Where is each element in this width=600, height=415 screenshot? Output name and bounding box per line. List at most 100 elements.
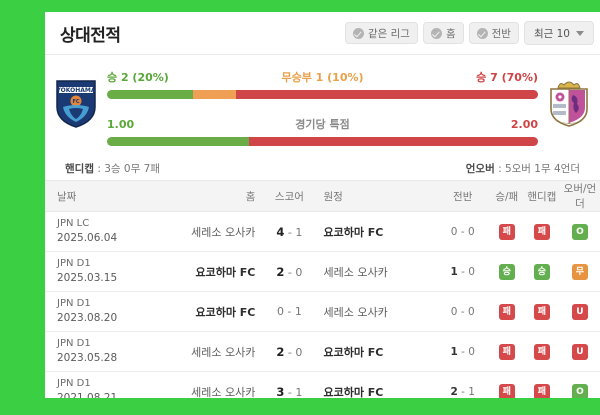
filter-chip-label: 전반	[491, 27, 511, 40]
halftime-score: 1 - 0	[450, 266, 475, 278]
filter-chip-same-league[interactable]: 같은 리그	[344, 22, 418, 44]
cell-winloss: 패	[489, 291, 524, 332]
card-header: 상대전적 같은 리그 홈 전반 최근 10	[45, 12, 600, 55]
handicap-badge: 승	[533, 263, 550, 280]
svg-text:FC: FC	[72, 99, 79, 105]
table-row[interactable]: JPN D1 2021.08.21 세레소 오사카 3 - 1 요코하마 FC 2 - 1…	[45, 372, 600, 398]
score-value: 4 - 1	[276, 224, 303, 239]
result-bar-home-segment	[107, 90, 194, 99]
goals-metric-label: 경기당 특점	[295, 118, 350, 131]
date-label: 2021.08.21	[57, 391, 143, 398]
handicap-summary-label: 핸디캡	[65, 163, 94, 175]
check-circle-icon	[476, 27, 488, 39]
overunder-summary-value: 5오버 1무 4언더	[504, 163, 580, 175]
away-goals-value: 2.00	[510, 118, 538, 131]
cell-date: JPN D1 2021.08.21	[45, 372, 143, 398]
cell-home-team: 세레소 오사카	[143, 331, 262, 372]
cell-winloss: 패	[490, 372, 524, 398]
handicap-summary-value: 3승 0무 7패	[104, 163, 160, 175]
winloss-badge: 패	[498, 383, 515, 398]
recent-count-select[interactable]: 최근 10	[523, 21, 594, 45]
draw-label: 무승부 1 (10%)	[281, 71, 364, 84]
away-win-label: 승 7 (70%)	[476, 71, 538, 84]
away-team-name: 요코하마 FC	[323, 385, 384, 398]
cell-score: 4 - 1	[261, 211, 318, 252]
col-header-overunder[interactable]: 오버/언더	[559, 180, 600, 212]
cell-away-team: 요코하마 FC	[317, 211, 436, 252]
halftime-score: 0 - 0	[450, 226, 475, 238]
filter-chip-first-half[interactable]: 전반	[468, 22, 519, 44]
filter-chip-home[interactable]: 홈	[422, 22, 464, 44]
handicap-badge: 패	[533, 223, 550, 240]
overunder-summary-label: 언오버	[465, 163, 495, 175]
overunder-badge: U	[571, 343, 588, 360]
table-row[interactable]: JPN D1 2023.05.28 세레소 오사카 2 - 0 요코하마 FC 1 - 0…	[45, 331, 600, 372]
cell-home-team: 요코하마 FC	[143, 291, 262, 332]
cell-winloss: 승	[489, 251, 524, 292]
date-label: 2025.03.15	[57, 272, 118, 285]
goals-stat-block: 1.00 경기당 특점 2.00	[107, 116, 538, 146]
handicap-summary: 핸디캡 : 3승 0무 7패	[65, 161, 160, 176]
table-row[interactable]: JPN D1 2023.08.20 요코하마 FC 0 - 1 세레소 오사카 0 - 0…	[45, 291, 600, 332]
summary-section: YOKOHAMA FC 승 2 (20%)	[45, 55, 600, 180]
score-value: 3 - 1	[276, 384, 303, 398]
filter-chip-label: 같은 리그	[367, 27, 410, 40]
date-label: 2023.05.28	[57, 352, 118, 365]
overunder-badge: U	[571, 303, 588, 320]
home-team-name: 요코하마 FC	[195, 305, 256, 319]
away-team-name: 세레소 오사카	[323, 265, 388, 279]
cell-winloss: 패	[489, 331, 524, 372]
table-row[interactable]: JPN LC 2025.06.04 세레소 오사카 4 - 1 요코하마 FC 0 - 0…	[45, 211, 600, 252]
table-body: JPN LC 2025.06.04 세레소 오사카 4 - 1 요코하마 FC 0 - 0…	[45, 211, 600, 398]
score-value: 0 - 1	[276, 305, 302, 318]
overunder-colon: :	[498, 163, 505, 175]
cell-home-team: 요코하마 FC	[143, 251, 262, 292]
table-row[interactable]: JPN D1 2025.03.15 요코하마 FC 2 - 0 세레소 오사카 1 - 0…	[45, 251, 600, 292]
col-header-halftime[interactable]: 전반	[435, 180, 490, 212]
col-header-away[interactable]: 원정	[317, 180, 436, 212]
svg-text:YOKOHAMA: YOKOHAMA	[56, 87, 96, 94]
cell-home-team: 세레소 오사카	[143, 211, 262, 252]
result-bar-away-segment	[236, 90, 538, 99]
away-team-name: 요코하마 FC	[323, 225, 384, 239]
cell-halftime: 1 - 0	[435, 251, 490, 292]
home-team-name: 요코하마 FC	[195, 265, 256, 279]
cell-score: 0 - 1	[261, 291, 318, 332]
goals-bar-home-segment	[107, 137, 250, 146]
score-value: 2 - 0	[276, 264, 303, 279]
cell-handicap: 패	[524, 372, 560, 398]
col-header-home[interactable]: 홈	[143, 180, 262, 212]
league-label: JPN D1	[57, 297, 91, 309]
overunder-summary: 언오버 : 5오버 1무 4언더	[466, 161, 580, 176]
summary-footer: 핸디캡 : 3승 0무 7패 언오버 : 5오버 1무 4언더	[65, 161, 580, 176]
col-header-date[interactable]: 날짜	[45, 180, 144, 212]
handicap-badge: 패	[533, 343, 550, 360]
league-label: JPN D1	[57, 257, 91, 269]
result-bar-draw-segment	[193, 90, 237, 99]
cell-handicap: 패	[523, 331, 560, 372]
check-circle-icon	[430, 27, 442, 39]
cell-score: 2 - 0	[261, 251, 318, 292]
cell-score: 2 - 0	[261, 331, 318, 372]
handicap-colon: :	[97, 163, 105, 175]
result-stat-block: 승 2 (20%) 무승부 1 (10%) 승 7 (70%)	[107, 69, 538, 99]
result-labels: 승 2 (20%) 무승부 1 (10%) 승 7 (70%)	[107, 69, 538, 85]
col-header-score[interactable]: 스코어	[261, 180, 318, 212]
halftime-score: 0 - 0	[450, 306, 475, 318]
winloss-badge: 패	[498, 223, 515, 240]
cell-halftime: 2 - 1	[436, 372, 490, 398]
cerezo-osaka-crest	[550, 81, 588, 127]
handicap-badge: 패	[533, 383, 550, 398]
cell-score: 3 - 1	[261, 372, 317, 398]
cell-halftime: 0 - 0	[435, 211, 490, 252]
col-header-winloss[interactable]: 승/패	[489, 180, 524, 212]
chevron-down-icon	[576, 30, 584, 36]
cell-winloss: 패	[489, 211, 524, 252]
home-win-label: 승 2 (20%)	[107, 71, 169, 84]
cell-date: JPN D1 2023.08.20	[45, 291, 144, 332]
cell-away-team: 요코하마 FC	[317, 372, 435, 398]
cell-overunder: 무	[559, 251, 600, 292]
handicap-badge: 패	[533, 303, 550, 320]
col-header-handicap[interactable]: 핸디캡	[523, 180, 560, 212]
winloss-badge: 승	[498, 263, 515, 280]
